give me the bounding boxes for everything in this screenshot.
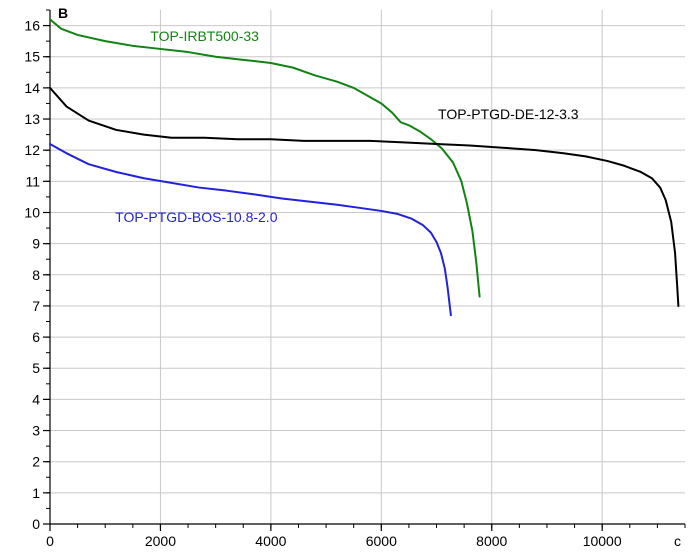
x-tick-label: 8000	[476, 533, 507, 549]
series-label: TOP-IRBT500-33	[150, 28, 259, 44]
series-label: TOP-PTGD-BOS-10.8-2.0	[115, 209, 278, 225]
y-tick-label: 10	[24, 204, 40, 220]
y-tick-label: 13	[24, 111, 40, 127]
y-tick-label: 14	[24, 80, 40, 96]
y-tick-label: 12	[24, 142, 40, 158]
y-tick-label: 3	[32, 423, 40, 439]
y-tick-label: 6	[32, 329, 40, 345]
y-axis-title: B	[58, 5, 68, 21]
x-tick-label: 2000	[145, 533, 176, 549]
y-tick-label: 5	[32, 360, 40, 376]
y-tick-label: 11	[25, 173, 40, 189]
y-tick-label: 1	[32, 485, 40, 501]
x-tick-label: 0	[46, 533, 54, 549]
y-tick-label: 15	[24, 49, 40, 65]
discharge-chart: 0200040006000800010000012345678910111213…	[0, 0, 700, 554]
y-tick-label: 2	[32, 454, 40, 470]
x-tick-label: 4000	[255, 533, 286, 549]
y-tick-label: 9	[32, 236, 40, 252]
x-tick-label: 10000	[583, 533, 622, 549]
y-tick-label: 8	[32, 267, 40, 283]
y-tick-label: 7	[32, 298, 40, 314]
y-tick-label: 4	[32, 391, 40, 407]
series-label: TOP-PTGD-DE-12-3.3	[438, 106, 579, 122]
y-tick-label: 16	[24, 18, 40, 34]
x-axis-title: c	[674, 533, 681, 549]
x-tick-label: 6000	[366, 533, 397, 549]
y-tick-label: 0	[32, 516, 40, 532]
